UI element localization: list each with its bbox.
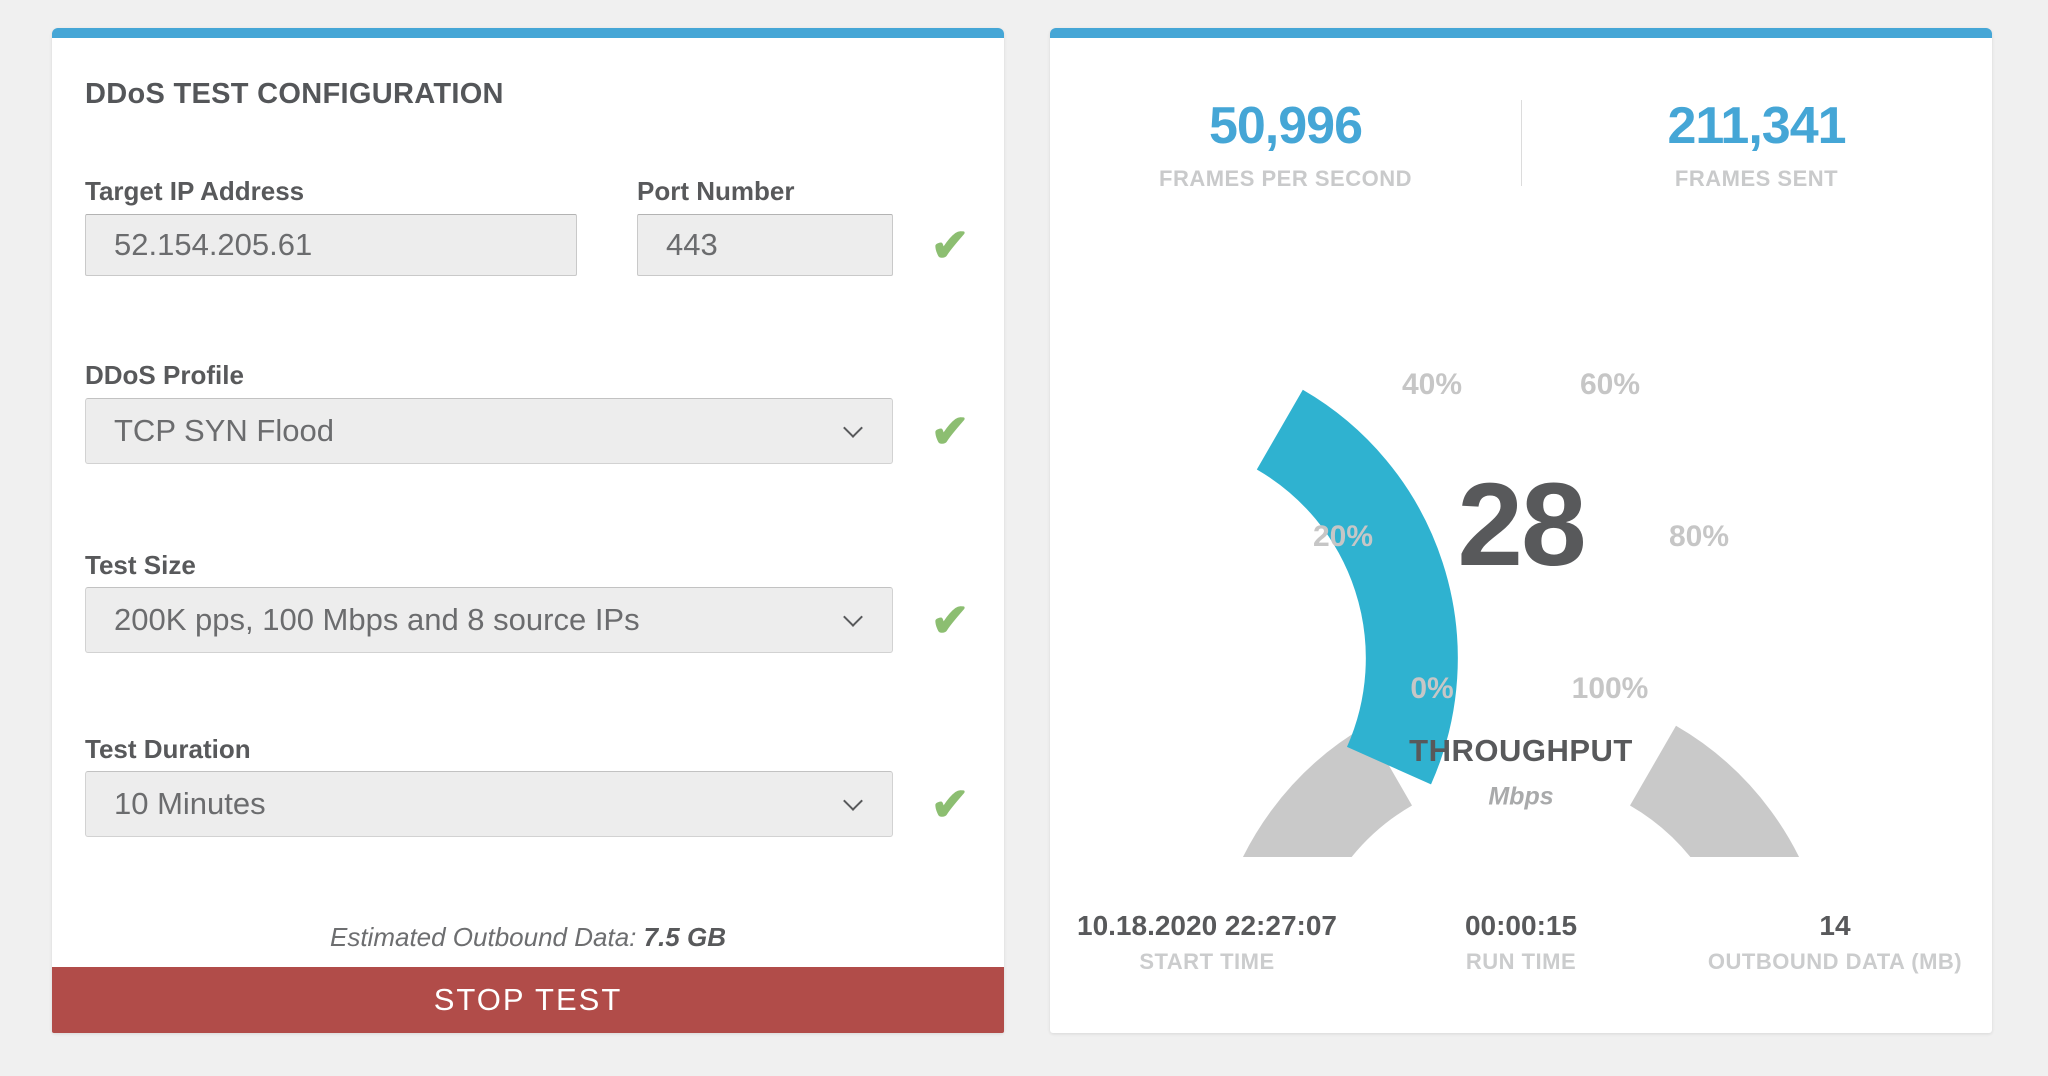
test-size-label: Test Size (85, 550, 196, 580)
duration-valid-check-icon: ✔ (930, 778, 970, 830)
start-time-stat: 10.18.2020 22:27:07 START TIME (1050, 910, 1364, 975)
run-time-label: RUN TIME (1465, 949, 1577, 974)
port-valid-check-icon: ✔ (930, 219, 970, 271)
start-time-label: START TIME (1139, 949, 1275, 974)
start-time-value: 10.18.2020 22:27:07 (1077, 910, 1337, 941)
test-size-selected-value: 200K pps, 100 Mbps and 8 source IPs (114, 602, 640, 637)
test-size-valid-check-icon: ✔ (930, 594, 970, 646)
test-stats-panel: 50,996 FRAMES PER SECOND 211,341 FRAMES … (1050, 28, 1992, 1076)
ddos-config-panel: DDoS TEST CONFIGURATION Target IP Addres… (52, 28, 1004, 1033)
outbound-data-label: OUTBOUND DATA (MB) (1707, 949, 1963, 974)
gauge-tick-20: 20% (1312, 520, 1374, 553)
throughput-gauge: 0% 20% 40% 60% 80% 100% 28 THROUGHPUT Mb… (1201, 217, 1841, 1076)
run-time-value: 00:00:15 (1464, 910, 1578, 941)
throughput-unit: Mbps (1488, 782, 1554, 811)
ddos-profile-selected-value: TCP SYN Flood (114, 413, 334, 448)
estimated-outbound-data: Estimated Outbound Data: 7.5 GB (52, 922, 1004, 953)
test-duration-selected-value: 10 Minutes (114, 786, 266, 821)
gauge-tick-80: 80% (1668, 520, 1730, 553)
estimated-outbound-label: Estimated Outbound Data: (329, 922, 637, 952)
gauge-tick-40: 40% (1401, 368, 1463, 401)
gauge-fill-arc (1256, 389, 1458, 785)
frames-per-second-value: 50,996 (1208, 97, 1363, 155)
port-number-label: Port Number (637, 176, 795, 206)
profile-valid-check-icon: ✔ (930, 405, 970, 457)
frames-sent-value: 211,341 (1667, 97, 1846, 155)
top-stats-row: 50,996 FRAMES PER SECOND 211,341 FRAMES … (1050, 96, 1992, 192)
stop-test-button[interactable]: STOP TEST (52, 967, 1004, 1033)
gauge-tick-0: 0% (1410, 672, 1454, 705)
run-time-stat: 00:00:15 RUN TIME (1364, 910, 1678, 975)
chevron-down-icon (843, 607, 863, 627)
bottom-stats-row: 10.18.2020 22:27:07 START TIME 00:00:15 … (1050, 910, 1992, 975)
frames-per-second-label: FRAMES PER SECOND (1159, 166, 1412, 191)
test-duration-select[interactable]: 10 Minutes (85, 771, 893, 837)
panel-title: DDoS TEST CONFIGURATION (85, 78, 504, 110)
outbound-data-value: 14 (1819, 910, 1851, 941)
stats-divider (1521, 100, 1522, 186)
gauge-tick-60: 60% (1579, 368, 1641, 401)
target-ip-input[interactable] (85, 214, 577, 276)
target-ip-label: Target IP Address (85, 176, 305, 206)
frames-sent-stat: 211,341 FRAMES SENT (1521, 96, 1992, 192)
test-duration-label: Test Duration (85, 734, 251, 764)
throughput-value: 28 (1457, 459, 1586, 591)
chevron-down-icon (843, 791, 863, 811)
frames-per-second-stat: 50,996 FRAMES PER SECOND (1050, 96, 1521, 192)
frames-sent-label: FRAMES SENT (1674, 166, 1839, 191)
outbound-data-stat: 14 OUTBOUND DATA (MB) (1678, 910, 1992, 975)
ddos-profile-label: DDoS Profile (85, 360, 244, 390)
ddos-profile-select[interactable]: TCP SYN Flood (85, 398, 893, 464)
throughput-title: THROUGHPUT (1409, 733, 1633, 768)
port-number-input[interactable] (637, 214, 893, 276)
gauge-tick-100: 100% (1571, 672, 1649, 705)
estimated-outbound-value: 7.5 GB (643, 922, 726, 952)
chevron-down-icon (843, 418, 863, 438)
test-size-select[interactable]: 200K pps, 100 Mbps and 8 source IPs (85, 587, 893, 653)
